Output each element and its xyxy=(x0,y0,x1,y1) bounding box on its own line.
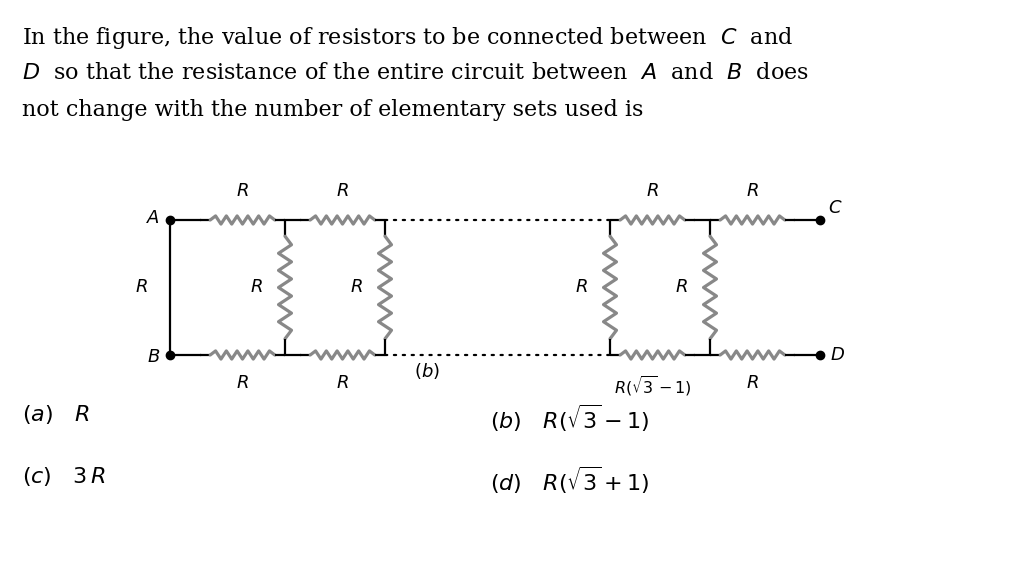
Text: $R$: $R$ xyxy=(336,374,349,392)
Text: $R$: $R$ xyxy=(250,278,263,297)
Text: $(c)$   $3\,R$: $(c)$ $3\,R$ xyxy=(22,465,105,488)
Text: $R$: $R$ xyxy=(746,374,759,392)
Text: $R$: $R$ xyxy=(135,278,148,297)
Text: $(b)$   $R(\sqrt{3}-1)$: $(b)$ $R(\sqrt{3}-1)$ xyxy=(490,403,649,434)
Text: $B$: $B$ xyxy=(146,348,160,366)
Text: $R$: $R$ xyxy=(237,182,249,200)
Text: $R$: $R$ xyxy=(675,278,688,297)
Text: $R$: $R$ xyxy=(646,182,658,200)
Text: $C$: $C$ xyxy=(828,199,843,217)
Text: $(d)$   $R(\sqrt{3}+1)$: $(d)$ $R(\sqrt{3}+1)$ xyxy=(490,465,649,496)
Text: $D$  so that the resistance of the entire circuit between  $A$  and  $B$  does: $D$ so that the resistance of the entire… xyxy=(22,62,809,84)
Text: $R(\sqrt{3}-1)$: $R(\sqrt{3}-1)$ xyxy=(613,374,691,398)
Text: $(b)$: $(b)$ xyxy=(414,361,440,381)
Text: $R$: $R$ xyxy=(350,278,362,297)
Text: $R$: $R$ xyxy=(575,278,588,297)
Text: $A$: $A$ xyxy=(146,209,160,227)
Text: $D$: $D$ xyxy=(830,346,845,364)
Text: $R$: $R$ xyxy=(746,182,759,200)
Text: not change with the number of elementary sets used is: not change with the number of elementary… xyxy=(22,99,643,121)
Text: $R$: $R$ xyxy=(237,374,249,392)
Text: $(a)$   $R$: $(a)$ $R$ xyxy=(22,403,89,426)
Text: In the figure, the value of resistors to be connected between  $C$  and: In the figure, the value of resistors to… xyxy=(22,25,794,51)
Text: $R$: $R$ xyxy=(336,182,349,200)
